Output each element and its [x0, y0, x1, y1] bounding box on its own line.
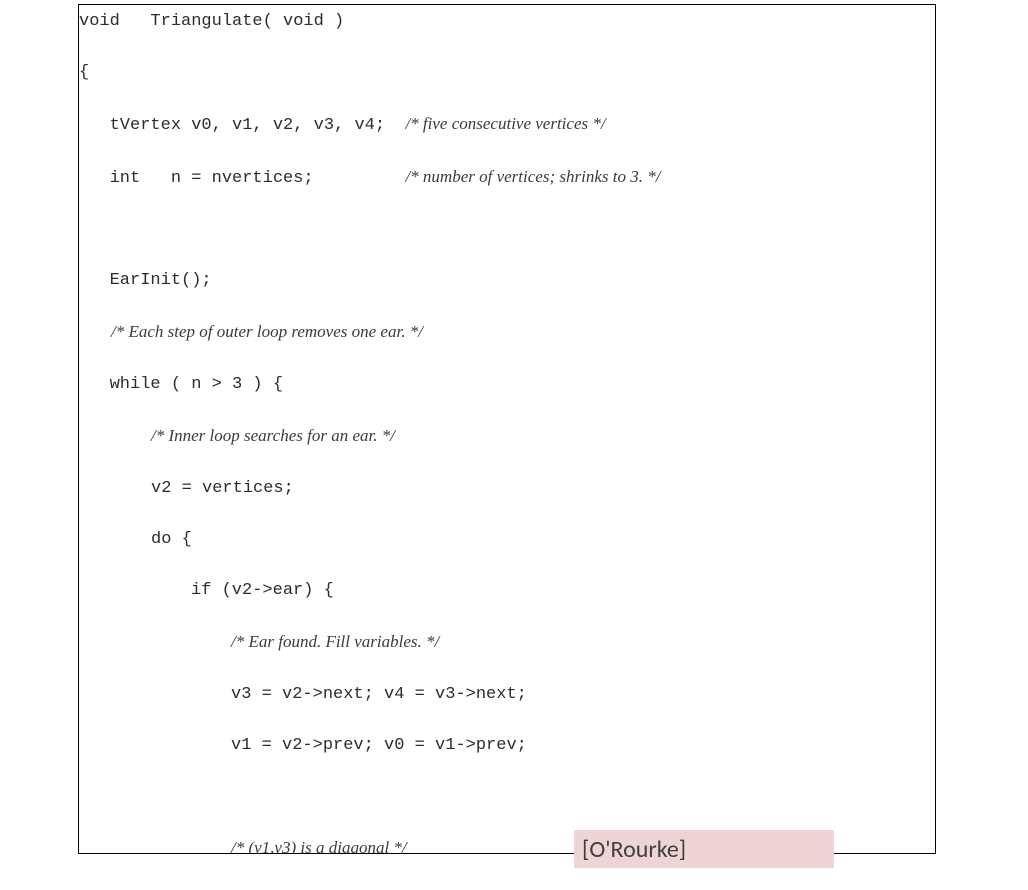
code-text: v1 = v2->prev; v0 = v1->prev;: [231, 736, 527, 755]
code-text: [79, 787, 89, 806]
code-text: {: [79, 63, 89, 82]
code-text: EarInit();: [79, 271, 212, 290]
code-text: v3 = v2->next; v4 = v3->next;: [231, 685, 527, 704]
code-text: int n = nvertices;: [79, 169, 405, 188]
code-listing-box: void Triangulate( void ) { tVertex v0, v…: [78, 4, 936, 854]
code-comment: /* (v1,v3) is a diagonal */: [231, 838, 407, 854]
code-comment: /* five consecutive vertices */: [405, 114, 605, 133]
code-text: [79, 220, 89, 239]
code-text: if (v2->ear) {: [191, 581, 334, 600]
citation-text: [O'Rourke]: [582, 835, 686, 864]
code-text: v2 = vertices;: [151, 479, 294, 498]
citation-badge: [O'Rourke]: [574, 830, 834, 868]
code-listing: void Triangulate( void ) { tVertex v0, v…: [79, 9, 927, 854]
code-comment: /* number of vertices; shrinks to 3. */: [405, 167, 660, 186]
code-comment: /* Each step of outer loop removes one e…: [111, 322, 423, 341]
code-text: void Triangulate( void ): [79, 12, 344, 31]
code-text: tVertex v0, v1, v2, v3, v4;: [79, 116, 405, 135]
code-text: do {: [151, 530, 192, 549]
code-text: while ( n > 3 ) {: [79, 375, 283, 394]
code-comment: /* Ear found. Fill variables. */: [231, 632, 439, 651]
code-comment: /* Inner loop searches for an ear. */: [151, 426, 395, 445]
